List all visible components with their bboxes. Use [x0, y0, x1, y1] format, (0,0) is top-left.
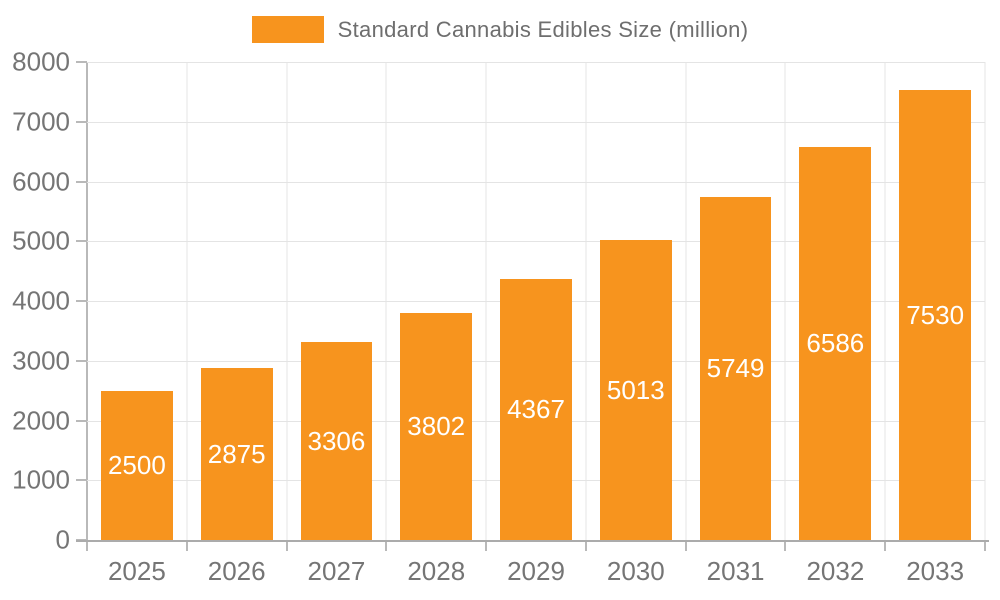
- bar-value-label: 7530: [906, 299, 965, 330]
- bar-2026[interactable]: 2875: [200, 368, 273, 540]
- y-axis-label: 8000: [12, 46, 70, 77]
- bar-value-label: 2500: [107, 449, 166, 480]
- v-gridline: [984, 62, 986, 540]
- x-tick: [385, 542, 388, 551]
- v-gridline: [585, 62, 587, 540]
- x-axis-label: 2026: [207, 556, 266, 586]
- x-tick: [584, 542, 587, 551]
- bar-cell: 6586: [785, 62, 885, 540]
- y-tick: [76, 240, 87, 243]
- x-axis-label: 2028: [407, 556, 466, 586]
- y-tick: [76, 300, 87, 302]
- h-gridline: [87, 241, 985, 243]
- v-gridline: [784, 62, 786, 540]
- bar-value-label: 3306: [307, 425, 366, 456]
- bar-2027[interactable]: 3306: [300, 342, 373, 540]
- y-axis-label: 0: [55, 524, 70, 555]
- bar-value-label: 5013: [606, 374, 665, 405]
- bar-value-label: 6586: [806, 327, 865, 358]
- y-tick: [76, 419, 87, 422]
- plot-area: 2500 2875 3306 3802 4367 5013 5749 6586 7530: [87, 62, 986, 540]
- y-axis-label: 7000: [12, 106, 70, 137]
- y-tick: [76, 120, 87, 123]
- x-axis-label: 2032: [806, 556, 865, 586]
- x-tick: [86, 542, 88, 551]
- x-axis-label: 2025: [107, 556, 166, 586]
- bar-2025[interactable]: 2500: [100, 390, 173, 540]
- x-axis-label: 2029: [507, 556, 565, 586]
- y-tick: [76, 479, 87, 482]
- h-gridline: [87, 181, 985, 183]
- bar-cell: 3306: [287, 62, 387, 540]
- bar-2032[interactable]: 6586: [799, 146, 872, 540]
- x-axis-labels: 2025 2026 2027 2028 2029 2030 2031 2032 2033: [87, 556, 985, 587]
- v-gridline: [485, 62, 487, 540]
- x-tick: [884, 542, 887, 551]
- bar-2033[interactable]: 7530: [899, 90, 972, 540]
- h-gridline: [87, 121, 985, 123]
- y-tick: [76, 61, 87, 63]
- bar-cell: 3802: [386, 62, 486, 540]
- legend-swatch: [251, 16, 324, 43]
- bar-2030[interactable]: 5013: [599, 240, 672, 540]
- v-gridline: [286, 62, 288, 540]
- x-axis-label: 2031: [706, 556, 765, 586]
- y-axis-label: 1000: [12, 464, 70, 495]
- bar-cell: 2500: [87, 62, 187, 540]
- x-axis-ticks: [86, 542, 986, 551]
- y-axis-line: [86, 62, 88, 542]
- bar-2031[interactable]: 5749: [699, 196, 772, 540]
- y-axis-label: 5000: [12, 225, 70, 256]
- x-axis-label: 2033: [906, 556, 965, 586]
- y-tick: [76, 180, 87, 183]
- x-tick: [984, 542, 986, 551]
- bars-container: 2500 2875 3306 3802 4367 5013 5749 6586 7530: [87, 62, 985, 540]
- x-tick: [185, 542, 188, 551]
- y-axis-label: 3000: [12, 345, 70, 376]
- x-axis-line: [76, 540, 989, 542]
- y-tick: [76, 359, 87, 362]
- legend[interactable]: Standard Cannabis Edibles Size (million): [0, 16, 1000, 43]
- bar-cell: 5749: [686, 62, 786, 540]
- v-gridline: [186, 62, 188, 540]
- bar-2028[interactable]: 3802: [400, 312, 473, 540]
- v-gridline: [884, 62, 886, 540]
- x-tick: [485, 542, 488, 551]
- x-tick: [684, 542, 687, 551]
- legend-label: Standard Cannabis Edibles Size (million): [337, 16, 749, 42]
- v-gridline: [385, 62, 387, 540]
- y-axis-label: 4000: [12, 285, 70, 316]
- bar-cell: 5013: [586, 62, 686, 540]
- bar-cell: 2875: [187, 62, 287, 540]
- bar-value-label: 2875: [207, 438, 266, 469]
- y-axis-label: 6000: [12, 166, 70, 196]
- bar-value-label: 3802: [407, 410, 466, 441]
- y-axis-label: 2000: [12, 405, 70, 435]
- x-axis-label: 2030: [606, 556, 665, 586]
- y-axis-labels: 0 1000 2000 3000 4000 5000 6000 7000 8000: [0, 47, 70, 555]
- x-tick: [784, 542, 787, 551]
- bar-value-label: 4367: [507, 394, 565, 425]
- bar-value-label: 5749: [706, 352, 765, 383]
- h-gridline: [87, 62, 985, 63]
- bar-cell: 7530: [885, 62, 985, 540]
- x-tick: [285, 542, 288, 551]
- x-axis-label: 2027: [307, 556, 366, 586]
- v-gridline: [685, 62, 687, 540]
- bar-2029[interactable]: 4367: [500, 279, 572, 540]
- bar-cell: 4367: [486, 62, 586, 540]
